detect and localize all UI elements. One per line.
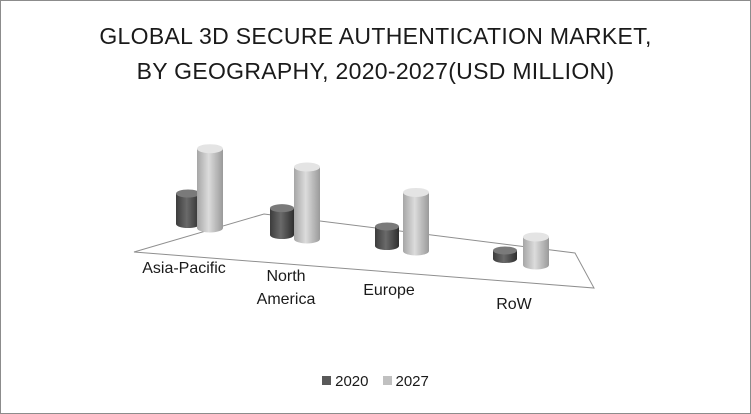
bar-2020-asia-pacific xyxy=(176,189,200,228)
legend-item-2020: 2020 xyxy=(322,372,369,390)
legend-label: 2027 xyxy=(395,372,429,390)
bar-2027-europe xyxy=(403,187,429,256)
category-label-row: RoW xyxy=(496,293,532,316)
legend-swatch-2027 xyxy=(382,376,392,386)
legend: 2020 2027 xyxy=(1,372,750,390)
chart-title-line-2: BY GEOGRAPHY, 2020-2027(USD MILLION) xyxy=(136,58,615,84)
category-label-line: Europe xyxy=(363,282,415,299)
bar-2027-row xyxy=(523,232,549,270)
category-label-line: North xyxy=(266,268,306,285)
bar-2020-north-america xyxy=(270,204,294,239)
category-label-line: America xyxy=(256,291,316,308)
category-label-line: RoW xyxy=(496,296,532,313)
category-label-north-america: North America xyxy=(257,265,316,311)
bar-2027-asia-pacific xyxy=(197,144,223,233)
legend-item-2027: 2027 xyxy=(382,372,429,390)
bar-2027-north-america xyxy=(294,162,320,244)
bars-group xyxy=(176,144,549,270)
legend-label: 2020 xyxy=(335,372,369,390)
category-label-europe: Europe xyxy=(363,279,415,302)
bar-2020-row xyxy=(493,246,517,263)
legend-swatch-2020 xyxy=(322,376,332,386)
chart-title-line-1: GLOBAL 3D SECURE AUTHENTICATION MARKET, xyxy=(99,23,652,49)
chart-title: GLOBAL 3D SECURE AUTHENTICATION MARKET, … xyxy=(1,19,750,89)
category-label-asia-pacific: Asia-Pacific xyxy=(142,257,226,280)
category-label-line: Asia-Pacific xyxy=(142,260,226,277)
bar-2020-europe xyxy=(375,222,399,250)
